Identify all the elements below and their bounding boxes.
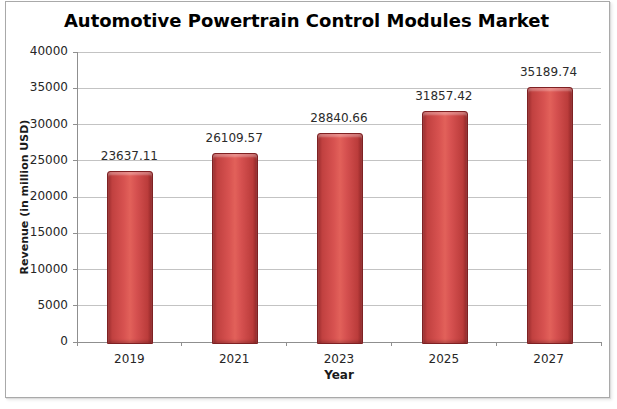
chart-title: Automotive Powertrain Control Modules Ma… (5, 10, 608, 31)
bar-2019 (107, 171, 153, 344)
x-tick-mark-4 (496, 342, 497, 346)
bar-2027 (527, 87, 573, 344)
x-tick-label-2025: 2025 (404, 352, 484, 366)
chart-frame (5, 1, 610, 398)
x-tick-mark-0 (77, 342, 78, 346)
y-tick-label-35000: 35000 (8, 80, 68, 94)
x-tick-label-2023: 2023 (299, 352, 379, 366)
bar-value-label-2025: 31857.42 (399, 89, 489, 103)
x-tick-mark-5 (601, 342, 602, 346)
x-tick-mark-3 (391, 342, 392, 346)
bar-value-label-2019: 23637.11 (84, 149, 174, 163)
bar-value-label-2021: 26109.57 (189, 131, 279, 145)
x-tick-label-2021: 2021 (194, 352, 274, 366)
x-tick-mark-2 (286, 342, 287, 346)
x-tick-mark-1 (181, 342, 182, 346)
gridline-40000 (77, 52, 601, 53)
bar-2023 (317, 133, 363, 344)
y-tick-label-40000: 40000 (8, 44, 68, 58)
x-tick-label-2019: 2019 (89, 352, 169, 366)
bar-2025 (422, 111, 468, 344)
x-tick-label-2027: 2027 (509, 352, 589, 366)
gridline-35000 (77, 88, 601, 89)
x-axis-title: Year (299, 368, 379, 382)
y-axis-title: Revenue (in million USD) (18, 120, 31, 275)
y-tick-label-5000: 5000 (8, 298, 68, 312)
bar-2021 (212, 153, 258, 344)
bar-value-label-2023: 28840.66 (294, 111, 384, 125)
chart-image: Automotive Powertrain Control Modules Ma… (0, 0, 617, 409)
y-axis-line (77, 52, 78, 342)
y-tick-label-0: 0 (8, 334, 68, 348)
bar-value-label-2027: 35189.74 (504, 65, 594, 79)
